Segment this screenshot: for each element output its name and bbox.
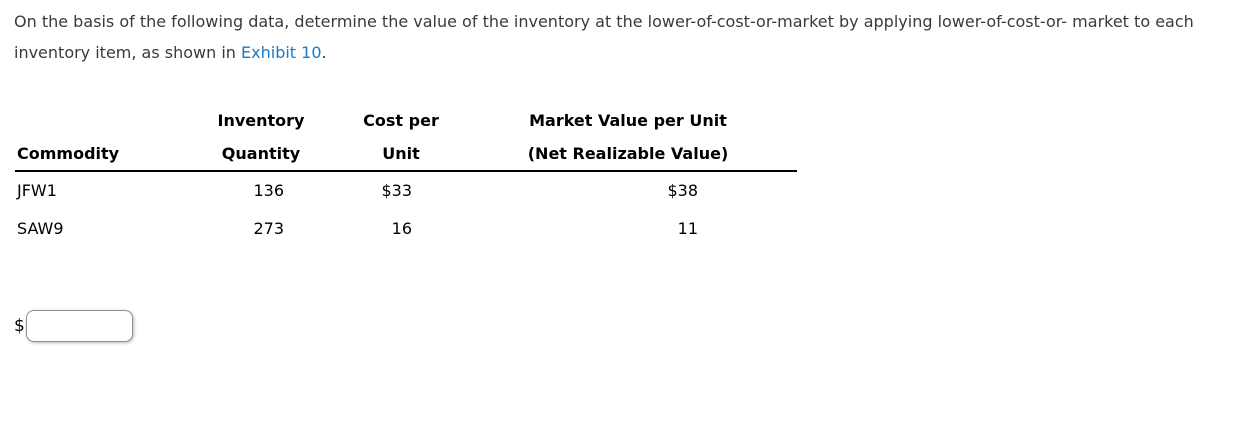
header-market-value: Market Value per Unit (Net Realizable Va… bbox=[490, 104, 797, 172]
cell-quantity: 136 bbox=[253, 181, 284, 200]
question-line2: market to each inventory item, as shown … bbox=[14, 12, 1194, 62]
table-row: SAW9 273 16 11 bbox=[15, 209, 797, 247]
table-header-row: Commodity Inventory Quantity Cost per Un… bbox=[15, 104, 797, 172]
dollar-sign-label: $ bbox=[14, 316, 25, 336]
exhibit-10-link[interactable]: Exhibit 10 bbox=[241, 43, 322, 62]
header-inventory-quantity: Inventory Quantity bbox=[210, 104, 312, 172]
question-period: . bbox=[321, 43, 327, 62]
header-cost-per-unit: Cost per Unit bbox=[312, 104, 490, 172]
inventory-table: Commodity Inventory Quantity Cost per Un… bbox=[15, 104, 797, 247]
cell-market: 11 bbox=[677, 218, 698, 238]
cell-cost: $33 bbox=[381, 181, 412, 200]
table-row: JFW1 136 $33 $38 bbox=[15, 171, 797, 209]
cell-market: $38 bbox=[667, 181, 698, 200]
cell-commodity: JFW1 bbox=[17, 181, 57, 200]
cell-cost: 16 bbox=[391, 218, 412, 238]
answer-input[interactable] bbox=[25, 310, 133, 342]
question-text: On the basis of the following data, dete… bbox=[0, 0, 1235, 68]
cell-commodity: SAW9 bbox=[17, 218, 64, 238]
answer-row: $ bbox=[14, 310, 1241, 342]
header-commodity: Commodity bbox=[15, 104, 210, 172]
cell-quantity: 273 bbox=[253, 218, 284, 238]
question-line1: On the basis of the following data, dete… bbox=[14, 12, 1068, 31]
